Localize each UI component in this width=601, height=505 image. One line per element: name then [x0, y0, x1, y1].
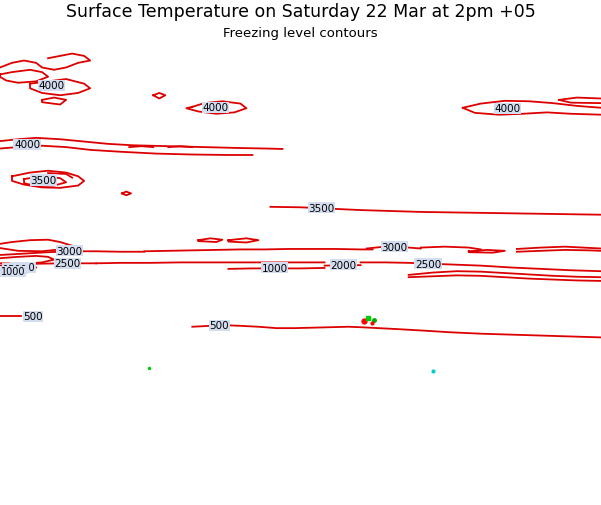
Text: 3000: 3000 — [381, 242, 407, 252]
Text: 2500: 2500 — [415, 259, 441, 269]
Text: 4000: 4000 — [14, 140, 40, 150]
Text: 500: 500 — [23, 312, 43, 322]
Text: 4000: 4000 — [38, 81, 64, 91]
Text: Surface Temperature on Saturday 22 Mar at 2pm +05: Surface Temperature on Saturday 22 Mar a… — [66, 3, 535, 21]
Text: 4000: 4000 — [495, 104, 521, 114]
Text: 2000: 2000 — [11, 263, 35, 273]
Text: 1000: 1000 — [1, 267, 25, 277]
Text: 3000: 3000 — [56, 246, 82, 257]
Text: 3500: 3500 — [30, 176, 56, 186]
Text: 3500: 3500 — [308, 204, 335, 213]
Text: 1500: 1500 — [3, 264, 27, 274]
Text: 2000: 2000 — [331, 260, 357, 270]
Text: 500: 500 — [210, 321, 229, 331]
Text: 2500: 2500 — [54, 259, 81, 269]
Text: Freezing level contours: Freezing level contours — [223, 27, 378, 40]
Text: 1000: 1000 — [261, 264, 288, 273]
Text: 4000: 4000 — [202, 103, 228, 113]
